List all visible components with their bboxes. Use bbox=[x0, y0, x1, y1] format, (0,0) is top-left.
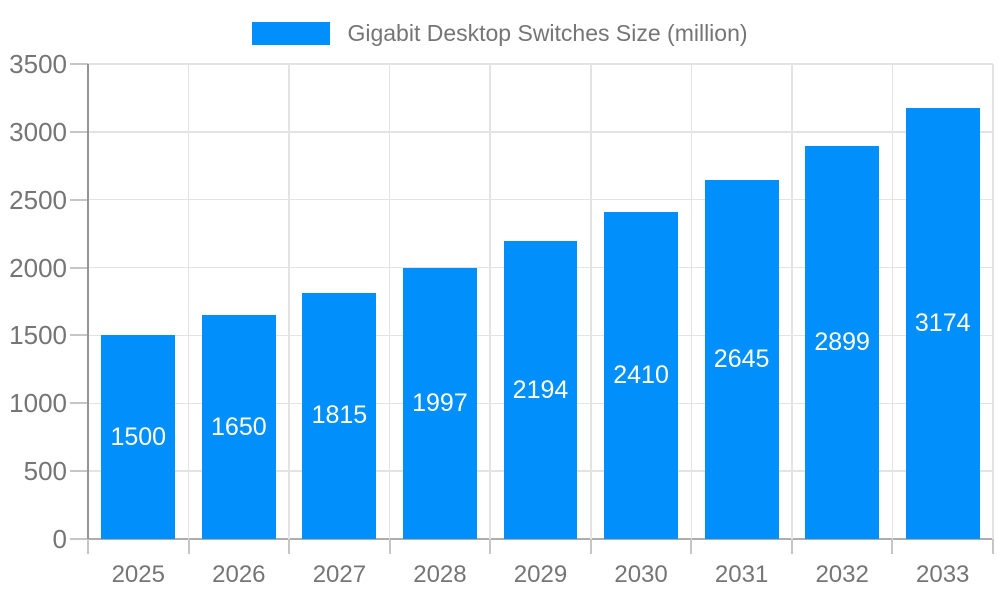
bar[interactable]: 2194 bbox=[503, 241, 578, 539]
y-axis-tick bbox=[70, 130, 88, 133]
x-gridline bbox=[187, 64, 190, 539]
x-axis-tick-label: 2030 bbox=[614, 561, 668, 588]
x-axis-tick bbox=[288, 539, 291, 554]
legend-marker bbox=[252, 21, 331, 45]
bar[interactable]: 2899 bbox=[805, 145, 880, 539]
bar-value-label: 1815 bbox=[311, 401, 368, 430]
x-axis-tick-label: 2033 bbox=[916, 561, 970, 588]
y-axis-tick-label: 3500 bbox=[9, 49, 67, 79]
x-axis-tick bbox=[589, 539, 592, 554]
bar[interactable]: 1500 bbox=[101, 335, 176, 539]
y-axis-tick bbox=[70, 470, 88, 473]
y-gridline bbox=[88, 63, 993, 65]
x-axis-tick-label: 2029 bbox=[513, 561, 568, 588]
bar[interactable]: 1815 bbox=[302, 292, 377, 539]
y-axis-tick bbox=[70, 334, 88, 337]
y-axis-tick bbox=[70, 63, 88, 65]
bar-value-label: 2194 bbox=[512, 375, 569, 404]
bar[interactable]: 1650 bbox=[201, 315, 276, 539]
x-gridline bbox=[791, 64, 793, 539]
x-gridline bbox=[891, 64, 894, 539]
y-gridline bbox=[88, 198, 993, 201]
x-axis-tick-label: 2031 bbox=[714, 561, 769, 588]
x-axis-tick bbox=[187, 539, 190, 554]
chart-legend[interactable]: Gigabit Desktop Switches Size (million) bbox=[0, 14, 1000, 52]
y-axis-tick-label: 3000 bbox=[9, 116, 67, 147]
x-gridline bbox=[690, 64, 693, 539]
y-axis-tick bbox=[70, 538, 88, 540]
x-axis-tick-label: 2032 bbox=[815, 561, 869, 588]
y-axis-tick bbox=[70, 198, 88, 201]
legend-label: Gigabit Desktop Switches Size (million) bbox=[347, 19, 748, 46]
y-axis-tick-label: 1000 bbox=[9, 388, 67, 419]
bar-value-label: 2410 bbox=[613, 360, 669, 389]
bar[interactable]: 1997 bbox=[402, 267, 477, 539]
x-axis-tick-label: 2026 bbox=[212, 561, 266, 588]
y-gridline bbox=[88, 131, 993, 133]
x-gridline bbox=[992, 64, 994, 539]
x-axis-tick-label: 2025 bbox=[111, 561, 165, 588]
x-axis-tick bbox=[87, 539, 89, 554]
bar-value-label: 1500 bbox=[110, 422, 167, 451]
bar-value-label: 2899 bbox=[814, 327, 870, 356]
x-gridline bbox=[288, 64, 290, 539]
y-axis-tick-label: 2000 bbox=[9, 252, 67, 283]
x-axis-tick bbox=[992, 539, 994, 554]
x-gridline bbox=[388, 64, 391, 539]
x-gridline bbox=[489, 64, 491, 539]
bar[interactable]: 2645 bbox=[704, 180, 779, 539]
bar-value-label: 1650 bbox=[211, 412, 267, 441]
bar-value-label: 1997 bbox=[412, 388, 468, 417]
y-axis-tick-label: 0 bbox=[52, 524, 67, 554]
y-axis-tick bbox=[70, 266, 88, 269]
y-axis-line bbox=[87, 64, 89, 539]
x-axis-tick-label: 2027 bbox=[312, 561, 367, 588]
bar[interactable]: 3174 bbox=[905, 108, 980, 539]
x-axis-tick bbox=[891, 539, 894, 554]
y-axis-tick-label: 500 bbox=[23, 456, 67, 487]
y-axis-tick-label: 2500 bbox=[9, 184, 67, 215]
bar-value-label: 2645 bbox=[713, 345, 770, 373]
x-axis-tick bbox=[690, 539, 693, 554]
x-axis-tick bbox=[790, 539, 793, 554]
x-axis-line bbox=[88, 538, 993, 540]
y-axis-tick bbox=[70, 402, 88, 405]
bar-value-label: 3174 bbox=[914, 309, 971, 338]
x-axis-tick bbox=[388, 539, 391, 554]
y-axis-tick-label: 1500 bbox=[9, 320, 67, 351]
x-axis-tick bbox=[489, 539, 492, 554]
x-axis-tick-label: 2028 bbox=[413, 561, 467, 588]
x-gridline bbox=[590, 64, 592, 539]
bar[interactable]: 2410 bbox=[604, 211, 678, 539]
